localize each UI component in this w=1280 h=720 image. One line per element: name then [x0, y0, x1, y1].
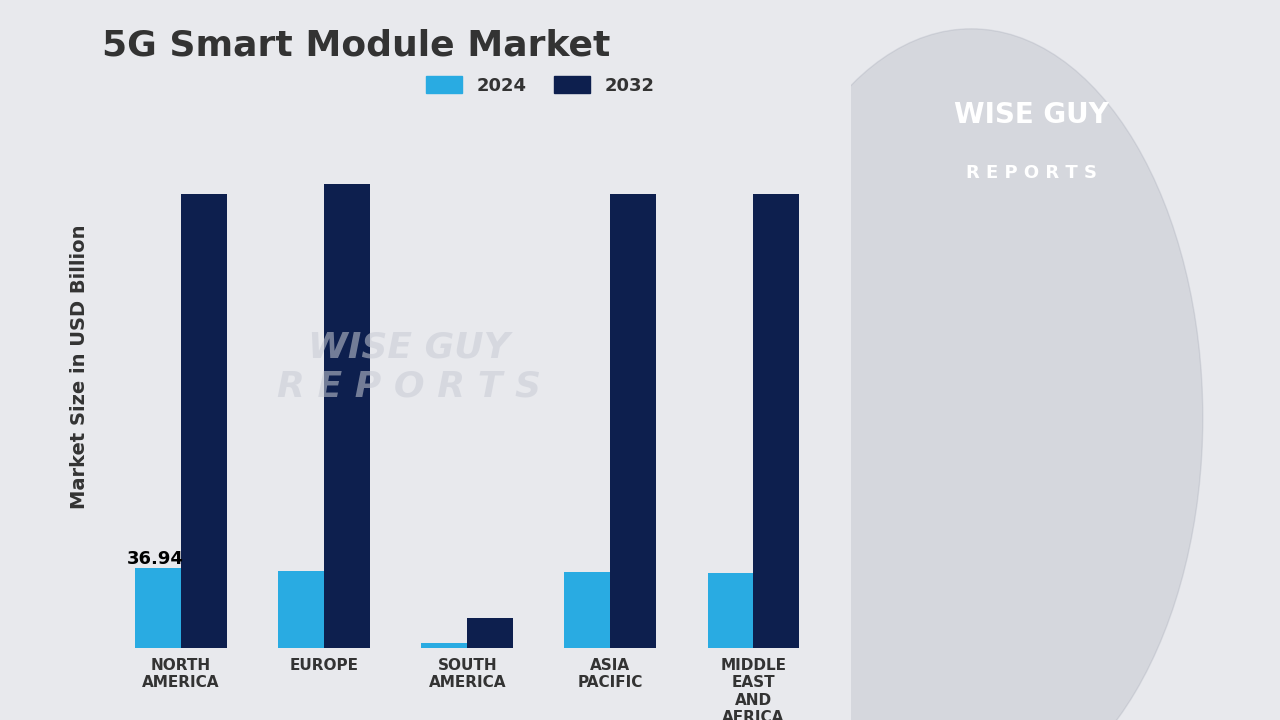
Bar: [467, 618, 513, 648]
Legend: 2024, 2032: 2024, 2032: [417, 68, 663, 104]
Bar: [708, 573, 754, 648]
Text: R E P O R T S: R E P O R T S: [966, 163, 1097, 181]
Bar: [421, 642, 467, 648]
Text: WISE GUY
R E P O R T S: WISE GUY R E P O R T S: [276, 330, 541, 404]
Text: 5G Smart Module Market: 5G Smart Module Market: [102, 29, 611, 63]
Bar: [611, 194, 657, 648]
Text: 36.94: 36.94: [127, 550, 183, 568]
Bar: [278, 572, 324, 648]
Bar: [136, 568, 180, 648]
Bar: [754, 194, 799, 648]
Bar: [324, 184, 370, 648]
Bar: [564, 572, 611, 648]
Circle shape: [740, 29, 1203, 720]
Bar: [180, 194, 227, 648]
Text: WISE GUY: WISE GUY: [954, 102, 1108, 129]
Y-axis label: Market Size in USD Billion: Market Size in USD Billion: [69, 225, 88, 510]
